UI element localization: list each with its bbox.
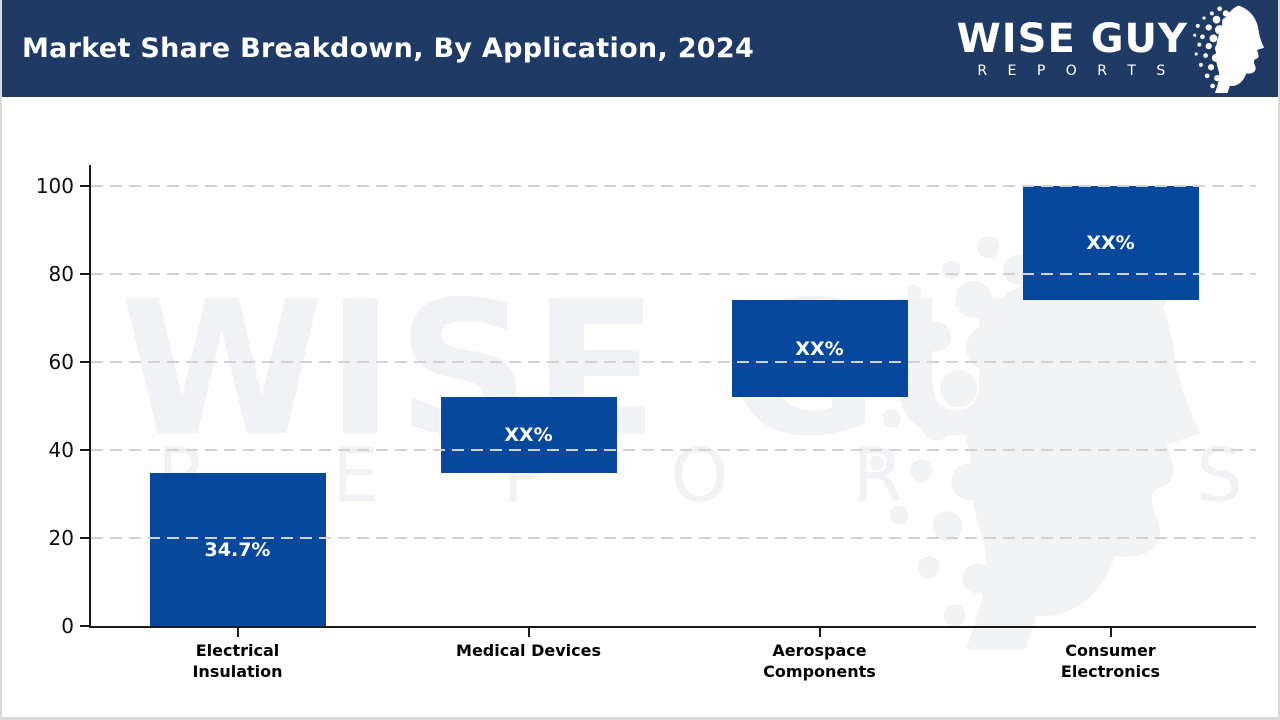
y-tickmark-40 (80, 449, 89, 451)
category-label-aerospace-components: Aerospace Components (710, 640, 930, 682)
bar-value-label-aerospace-components: XX% (795, 337, 844, 360)
gridline-80 (91, 273, 1256, 275)
gridline-20 (91, 537, 1256, 539)
gridline-60 (91, 361, 1256, 363)
y-tickmark-80 (80, 273, 89, 275)
y-tickmark-60 (80, 361, 89, 363)
y-tickmark-0 (80, 625, 89, 627)
bar-electrical-insulation (149, 473, 326, 626)
category-label-line: Electrical (195, 641, 280, 660)
logo-text: WISE GUY R E P O R T S (957, 19, 1188, 79)
y-tick-label-60: 60 (48, 350, 74, 374)
bar-value-label-medical-devices: XX% (504, 424, 553, 447)
y-tick-label-0: 0 (61, 614, 74, 638)
category-label-line: Consumer (1065, 641, 1156, 660)
y-tick-label-20: 20 (48, 526, 74, 550)
x-axis-line (89, 626, 1256, 628)
x-tickmark-aerospace-components (818, 628, 821, 637)
y-tickmark-100 (80, 185, 89, 187)
logo-subtitle: R E P O R T S (977, 62, 1174, 79)
x-tickmark-consumer-electronics (1109, 628, 1112, 637)
category-label-line: Insulation (192, 662, 283, 681)
x-tickmark-electrical-insulation (236, 628, 239, 637)
category-label-line: Components (763, 662, 876, 681)
x-tickmark-medical-devices (527, 628, 530, 637)
category-label-electrical-insulation: Electrical Insulation (128, 640, 348, 682)
page-title: Market Share Breakdown, By Application, … (22, 33, 755, 64)
y-tickmark-20 (80, 537, 89, 539)
category-label-line: Aerospace (772, 641, 867, 660)
category-label-line: Electronics (1060, 662, 1161, 681)
y-tick-label-40: 40 (48, 438, 74, 462)
wise-guy-logo: WISE GUY R E P O R T S (957, 4, 1268, 93)
watermark-wordmark: WISE GUY (120, 261, 1169, 477)
gridline-40 (91, 449, 1256, 451)
wise-guy-head-icon (1193, 5, 1265, 93)
bar-value-label-electrical-insulation: 34.7% (204, 538, 271, 561)
bar-medical-devices (440, 397, 617, 474)
y-axis-line (89, 165, 91, 628)
y-tick-label-100: 100 (35, 174, 74, 198)
category-label-line: Medical Devices (456, 641, 601, 660)
gridline-100 (91, 185, 1256, 187)
logo-wordmark: WISE GUY (956, 15, 1188, 62)
bar-value-label-consumer-electronics: XX% (1086, 232, 1135, 255)
category-label-medical-devices: Medical Devices (419, 640, 639, 661)
header-bar: Market Share Breakdown, By Application, … (2, 0, 1278, 97)
category-label-consumer-electronics: Consumer Electronics (1001, 640, 1221, 682)
y-tick-label-80: 80 (48, 262, 74, 286)
